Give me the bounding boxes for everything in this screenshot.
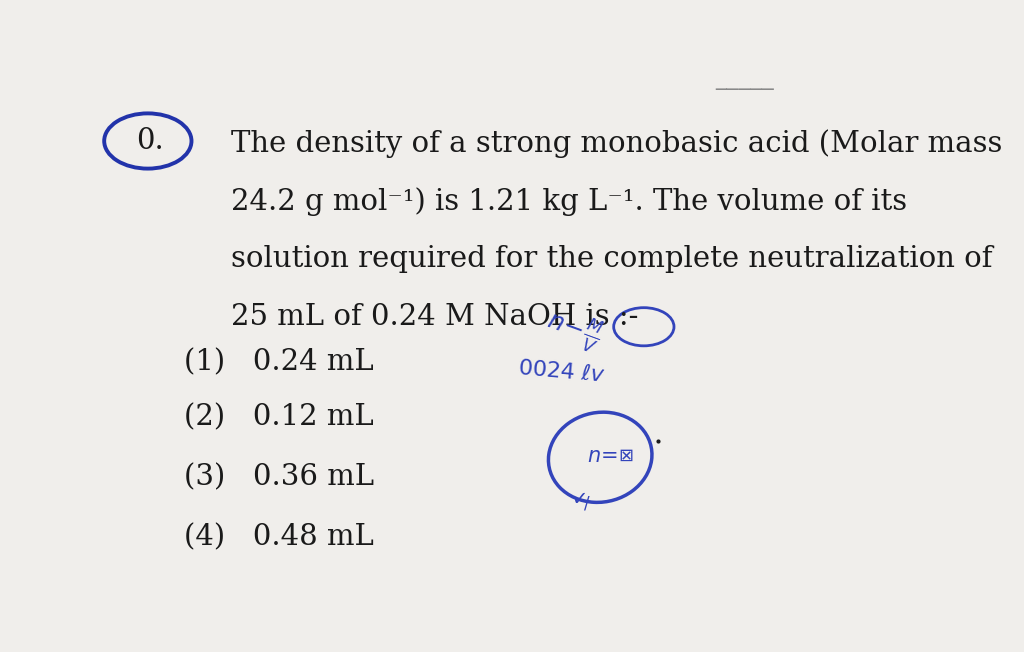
Text: 0.: 0. [136,127,164,155]
Text: $\boxtimes$: $\boxtimes$ [618,447,634,465]
Text: $0024$ $\ell v$: $0024$ $\ell v$ [517,358,606,386]
Text: ─────: ───── [715,82,774,100]
Text: The density of a strong monobasic acid (Molar mass: The density of a strong monobasic acid (… [231,129,1002,158]
Text: solution required for the complete neutralization of: solution required for the complete neutr… [231,245,992,273]
Text: $n\!-\!\frac{M}{V}$: $n\!-\!\frac{M}{V}$ [541,302,606,357]
Text: $\checkmark$: $\checkmark$ [570,488,586,507]
Text: 25 mL of 0.24 M NaOH is :-: 25 mL of 0.24 M NaOH is :- [231,303,639,331]
Text: 24.2 g mol⁻¹) is 1.21 kg L⁻¹. The volume of its: 24.2 g mol⁻¹) is 1.21 kg L⁻¹. The volume… [231,187,907,216]
Text: /: / [585,495,590,513]
Text: (1)   0.24 mL: (1) 0.24 mL [183,348,374,376]
Text: (3)   0.36 mL: (3) 0.36 mL [183,464,374,492]
Text: (2)   0.12 mL: (2) 0.12 mL [183,403,374,431]
Text: (4)   0.48 mL: (4) 0.48 mL [183,524,374,552]
Text: $n\!=\!$: $n\!=\!$ [587,446,617,466]
